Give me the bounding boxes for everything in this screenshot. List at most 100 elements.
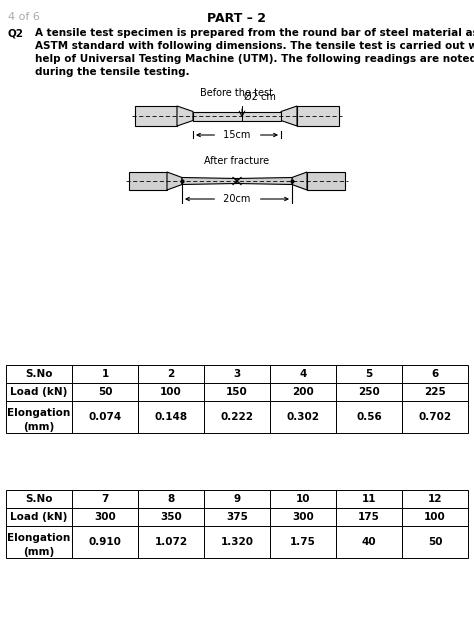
Text: 0.702: 0.702	[419, 412, 452, 422]
Bar	[72, 383, 138, 401]
Polygon shape	[177, 106, 193, 126]
Polygon shape	[167, 172, 182, 190]
Text: 1.320: 1.320	[220, 537, 254, 547]
Text: 300: 300	[292, 512, 314, 522]
Text: 11: 11	[362, 494, 376, 504]
Text: 9: 9	[233, 494, 241, 504]
Text: 0.56: 0.56	[356, 412, 382, 422]
Bar	[336, 365, 402, 383]
Text: 7: 7	[101, 494, 109, 504]
Polygon shape	[292, 172, 307, 190]
Text: 4: 4	[299, 369, 307, 379]
Text: 10: 10	[296, 494, 310, 504]
Text: 225: 225	[424, 387, 446, 397]
Text: (mm): (mm)	[23, 547, 55, 557]
Text: 0.148: 0.148	[155, 412, 188, 422]
Text: Elongation: Elongation	[8, 533, 71, 543]
Bar	[138, 365, 204, 383]
Text: 50: 50	[98, 387, 112, 397]
Bar	[129, 172, 167, 190]
Bar	[270, 508, 336, 526]
Bar	[402, 490, 468, 508]
Text: PART – 2: PART – 2	[208, 12, 266, 25]
Bar	[402, 383, 468, 401]
Text: 40: 40	[362, 537, 376, 547]
Bar	[307, 172, 345, 190]
Bar	[336, 490, 402, 508]
Bar	[297, 106, 339, 126]
Bar	[6, 526, 72, 558]
Text: 0.222: 0.222	[220, 412, 254, 422]
Bar	[138, 401, 204, 433]
Polygon shape	[182, 178, 237, 185]
Bar	[138, 526, 204, 558]
Bar	[336, 526, 402, 558]
Text: 100: 100	[160, 387, 182, 397]
Text: 0.910: 0.910	[89, 537, 121, 547]
Text: 3: 3	[233, 369, 241, 379]
Text: 50: 50	[428, 537, 442, 547]
Text: 4 of 6: 4 of 6	[8, 12, 40, 22]
Bar	[6, 365, 72, 383]
Bar	[204, 365, 270, 383]
Text: 0.302: 0.302	[286, 412, 319, 422]
Text: 5: 5	[365, 369, 373, 379]
Bar	[6, 401, 72, 433]
Bar	[72, 490, 138, 508]
Bar	[336, 401, 402, 433]
Bar	[336, 383, 402, 401]
Text: After fracture: After fracture	[204, 156, 270, 166]
Bar	[270, 365, 336, 383]
Bar	[72, 365, 138, 383]
Bar	[270, 490, 336, 508]
Text: 150: 150	[226, 387, 248, 397]
Bar	[138, 508, 204, 526]
Text: 100: 100	[424, 512, 446, 522]
Bar	[402, 526, 468, 558]
Text: 200: 200	[292, 387, 314, 397]
Text: ASTM standard with following dimensions. The tensile test is carried out with th: ASTM standard with following dimensions.…	[35, 41, 474, 51]
Bar	[402, 401, 468, 433]
Bar	[6, 383, 72, 401]
Bar	[402, 508, 468, 526]
Bar	[138, 490, 204, 508]
Text: 15cm: 15cm	[220, 130, 254, 140]
Bar	[270, 526, 336, 558]
Bar	[72, 401, 138, 433]
Text: Elongation: Elongation	[8, 408, 71, 418]
Text: 2: 2	[167, 369, 174, 379]
Bar	[336, 508, 402, 526]
Text: Load (kN): Load (kN)	[10, 387, 68, 397]
Text: 20cm: 20cm	[220, 194, 254, 204]
Polygon shape	[237, 178, 292, 185]
Bar	[204, 526, 270, 558]
Text: Q2: Q2	[8, 28, 24, 38]
Bar	[204, 383, 270, 401]
Text: during the tensile testing.: during the tensile testing.	[35, 67, 190, 77]
Text: S.No: S.No	[25, 494, 53, 504]
Text: 1.75: 1.75	[290, 537, 316, 547]
Bar	[204, 401, 270, 433]
Bar	[402, 365, 468, 383]
Bar	[270, 401, 336, 433]
Text: 350: 350	[160, 512, 182, 522]
Text: 8: 8	[167, 494, 174, 504]
Text: 6: 6	[431, 369, 438, 379]
Bar	[6, 490, 72, 508]
Text: 0.074: 0.074	[88, 412, 122, 422]
Text: 1.072: 1.072	[155, 537, 188, 547]
Text: Before the test: Before the test	[201, 88, 273, 98]
Text: 1: 1	[101, 369, 109, 379]
Text: Load (kN): Load (kN)	[10, 512, 68, 522]
Text: (mm): (mm)	[23, 422, 55, 432]
Text: help of Universal Testing Machine (UTM). The following readings are noted: help of Universal Testing Machine (UTM).…	[35, 54, 474, 64]
Text: 12: 12	[428, 494, 442, 504]
Text: 175: 175	[358, 512, 380, 522]
Bar	[204, 508, 270, 526]
Bar	[138, 383, 204, 401]
Text: A tensile test specimen is prepared from the round bar of steel material as per: A tensile test specimen is prepared from…	[35, 28, 474, 38]
Bar	[72, 526, 138, 558]
Polygon shape	[281, 106, 297, 126]
Text: 250: 250	[358, 387, 380, 397]
Bar	[204, 490, 270, 508]
